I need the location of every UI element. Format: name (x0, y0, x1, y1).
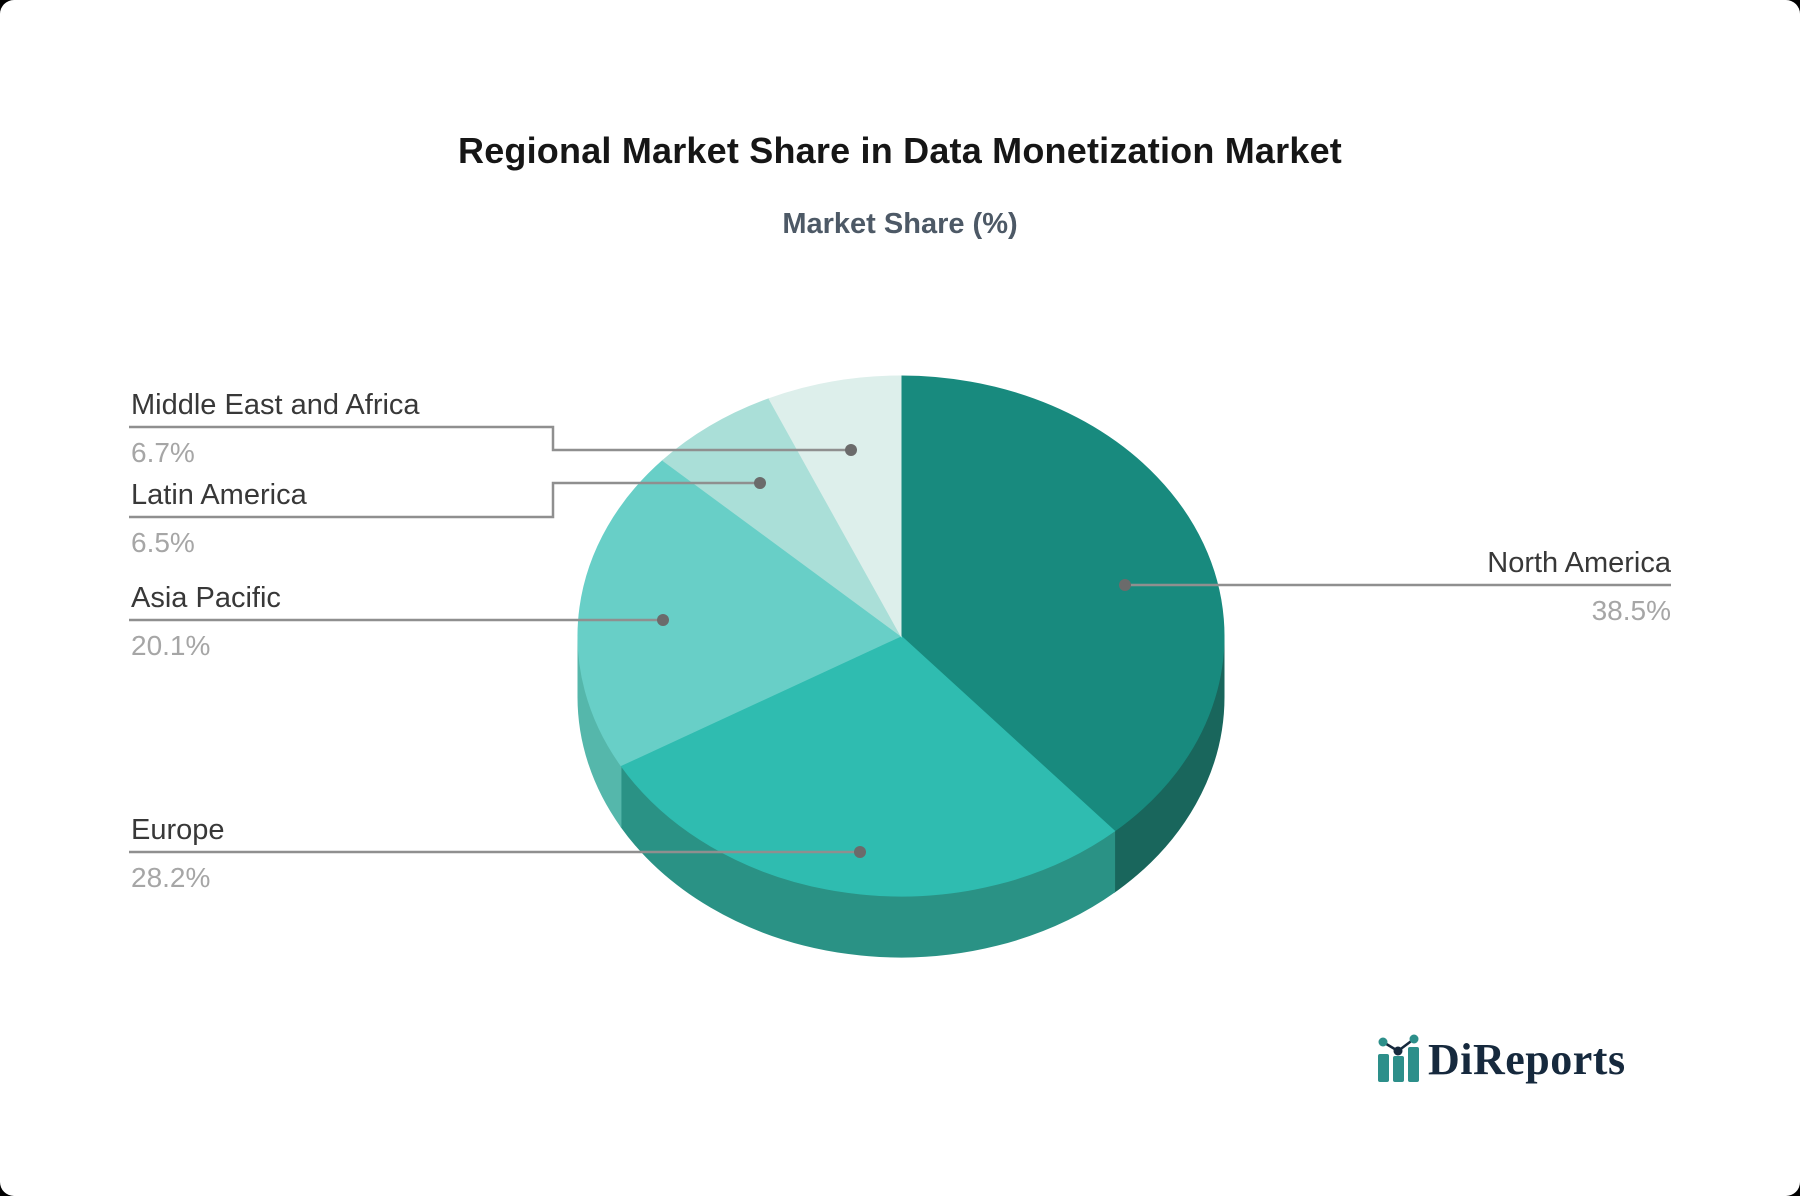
slice-label-middle-east-and-africa: Middle East and Africa (131, 389, 420, 421)
slice-value-north-america: 38.5% (1591, 595, 1671, 626)
slice-label-latin-america: Latin America (131, 479, 307, 511)
slice-value-asia-pacific: 20.1% (131, 630, 211, 661)
chart-subtitle: Market Share (%) (782, 208, 1018, 240)
leader-dot-north-america (1119, 579, 1131, 591)
slice-label-north-america: North America (1487, 547, 1671, 579)
pie-slice-europe[interactable] (620, 635, 1116, 897)
direports-logo-icon (1378, 1034, 1419, 1082)
chart-title: Regional Market Share in Data Monetizati… (458, 130, 1342, 171)
direports-logo-text: DiReports (1428, 1035, 1626, 1084)
leader-dot-asia-pacific (657, 614, 669, 626)
slice-label-asia-pacific: Asia Pacific (131, 582, 281, 614)
slice-label-europe: Europe (131, 814, 225, 846)
pie-slice-north-america[interactable] (900, 375, 1225, 832)
leader-dot-middle-east-and-africa (845, 444, 857, 456)
pie-slice-asia-pacific[interactable] (577, 459, 902, 767)
leader-line-latin-america (129, 481, 760, 519)
leader-line-middle-east-and-africa (129, 425, 851, 452)
leader-dot-europe (854, 846, 866, 858)
pie-slice-middle-east-and-africa[interactable] (768, 375, 902, 638)
pie-slice-latin-america[interactable] (661, 398, 902, 637)
slice-value-latin-america: 6.5% (131, 527, 195, 558)
direports-logo: DiReports (1376, 1032, 1626, 1084)
slice-value-europe: 28.2% (131, 862, 211, 893)
slice-value-middle-east-and-africa: 6.7% (131, 437, 195, 468)
leader-dot-latin-america (754, 477, 766, 489)
